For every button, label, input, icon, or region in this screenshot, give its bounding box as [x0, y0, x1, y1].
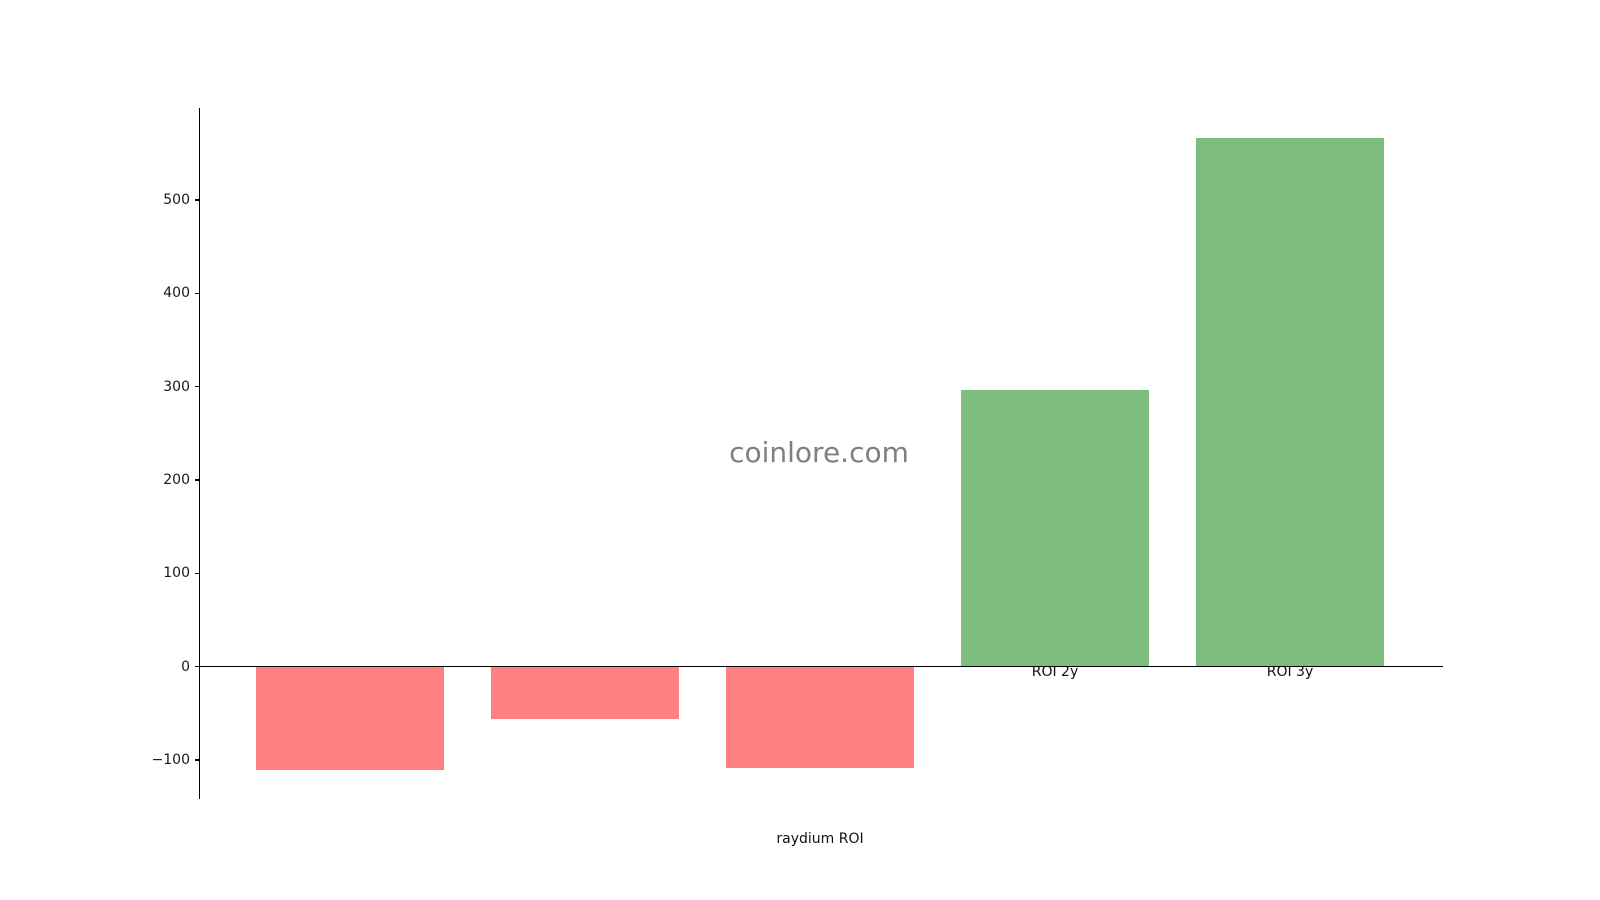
y-tick-mark — [195, 292, 200, 294]
y-tick-mark — [195, 572, 200, 574]
y-tick-mark — [195, 386, 200, 388]
y-tick-mark — [195, 199, 200, 201]
bar-1 — [491, 667, 679, 719]
x-category-label-3: ROI 2y — [1031, 664, 1079, 681]
y-tick-label: 300 — [163, 378, 190, 395]
y-tick-mark — [195, 479, 200, 481]
y-tick-label: 400 — [163, 285, 190, 302]
y-tick-label: −100 — [151, 752, 190, 769]
y-axis-line — [199, 108, 201, 799]
bar-3 — [961, 390, 1149, 667]
x-axis-title: raydium ROI — [776, 831, 864, 847]
y-tick-mark — [195, 666, 200, 668]
watermark: coinlore.com — [729, 436, 909, 469]
bar-2 — [726, 667, 914, 768]
x-axis-zero-line — [200, 666, 1443, 668]
bar-4 — [1196, 138, 1384, 667]
y-tick-label: 100 — [163, 565, 190, 582]
x-category-label-4: ROI 3y — [1266, 664, 1314, 681]
bar-0 — [256, 667, 444, 770]
y-tick-label: 500 — [163, 192, 190, 209]
y-tick-mark — [195, 759, 200, 761]
y-tick-label: 0 — [181, 658, 190, 675]
y-tick-label: 200 — [163, 472, 190, 489]
